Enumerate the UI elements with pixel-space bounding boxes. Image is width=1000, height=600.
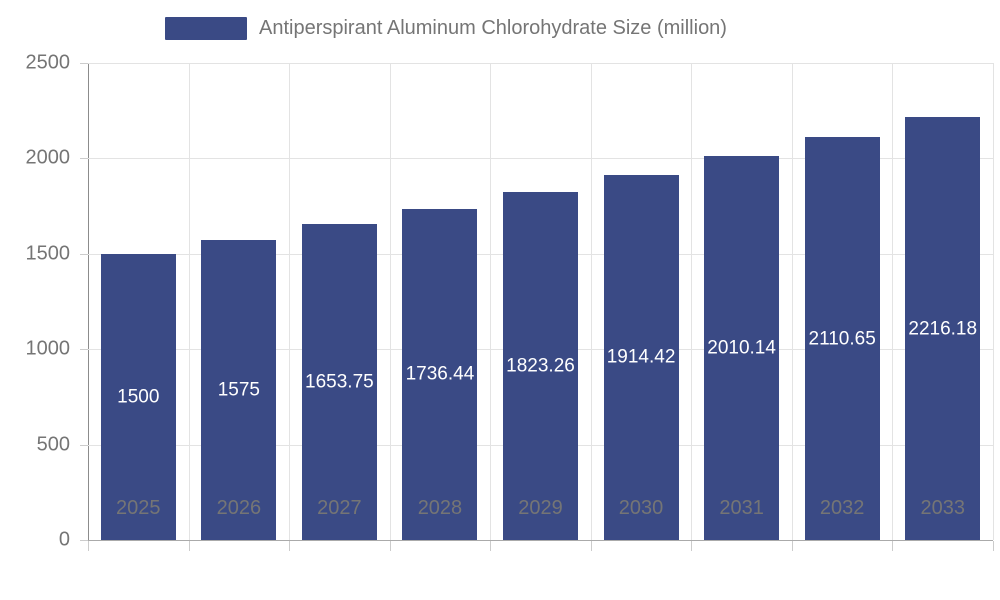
y-axis-tick (80, 444, 88, 446)
x-axis-tick-label: 2027 (317, 497, 362, 519)
v-gridline (490, 63, 492, 540)
v-gridline (691, 63, 693, 540)
x-axis-tick-label: 2029 (518, 497, 563, 519)
bar-value-label: 2010.14 (707, 337, 776, 359)
y-axis-tick (80, 63, 88, 64)
y-axis-tick-label: 1000 (25, 337, 71, 360)
x-axis-tick (791, 541, 793, 551)
x-axis-tick (88, 541, 89, 551)
x-axis-tick-label: 2028 (417, 497, 463, 519)
bar-2027[interactable]: 1653.75 (301, 224, 377, 540)
y-axis-tick-label: 0 (58, 528, 70, 551)
y-axis-tick-label: 1500 (25, 242, 71, 265)
h-gridline (88, 158, 993, 160)
x-axis-tick (590, 541, 592, 551)
bar-value-label: 1736.44 (405, 363, 475, 385)
h-gridline (88, 63, 993, 64)
y-axis-line (88, 63, 89, 540)
v-gridline (791, 63, 793, 540)
x-axis-tick-label: 2032 (819, 497, 865, 519)
x-axis-tick (289, 541, 291, 551)
x-axis-tick-label: 2025 (116, 497, 161, 519)
bar-value-label: 2216.18 (908, 318, 978, 340)
bar-value-label: 2110.65 (808, 328, 876, 350)
v-gridline (188, 63, 190, 540)
y-axis-tick (80, 253, 88, 255)
y-axis-tick-label: 2000 (25, 146, 71, 169)
bar-2032[interactable]: 2110.65 (804, 137, 880, 540)
bar-value-label: 1575 (217, 379, 260, 401)
x-axis-tick (691, 541, 693, 551)
v-gridline (289, 63, 291, 540)
bar-2026[interactable]: 1575 (201, 239, 277, 540)
x-axis-tick (188, 541, 190, 551)
bar-value-label: 1914.42 (606, 346, 676, 368)
v-gridline (389, 63, 391, 540)
x-axis-line (88, 540, 993, 541)
x-axis-tick (389, 541, 391, 551)
bar-2033[interactable]: 2216.18 (905, 117, 981, 540)
v-gridline (892, 63, 894, 540)
bar-2025[interactable]: 1500 (100, 253, 176, 540)
bar-2030[interactable]: 1914.42 (603, 174, 679, 540)
legend-item[interactable]: Antiperspirant Aluminum Chlorohydrate Si… (165, 17, 727, 40)
y-axis-tick (80, 349, 88, 351)
bar-value-label: 1500 (117, 386, 160, 408)
legend-swatch (165, 17, 247, 40)
x-axis-tick-label: 2030 (618, 497, 664, 519)
y-axis-tick (80, 540, 88, 541)
y-axis-tick-label: 500 (36, 433, 70, 456)
bar-2029[interactable]: 1823.26 (503, 192, 578, 540)
x-axis-tick-label: 2033 (920, 497, 965, 519)
plot-area: 1500 1575 1653.75 1736.44 1823.26 1914.42 2010… (80, 63, 994, 551)
bar-2031[interactable]: 2010.14 (704, 156, 780, 540)
x-axis-tick-label: 2031 (719, 497, 764, 519)
x-axis-tick (892, 541, 894, 551)
x-axis-tick-label: 2026 (216, 497, 262, 519)
v-gridline (590, 63, 592, 540)
bar-value-label: 1653.75 (305, 371, 374, 393)
bar-2028[interactable]: 1736.44 (402, 208, 478, 540)
v-gridline (993, 63, 994, 540)
x-axis-tick (993, 541, 994, 551)
y-axis-tick (80, 158, 88, 160)
y-axis-tick-label: 2500 (25, 51, 71, 74)
x-axis-tick (490, 541, 492, 551)
bar-value-label: 1823.26 (506, 355, 575, 377)
legend-label: Antiperspirant Aluminum Chlorohydrate Si… (259, 17, 727, 39)
